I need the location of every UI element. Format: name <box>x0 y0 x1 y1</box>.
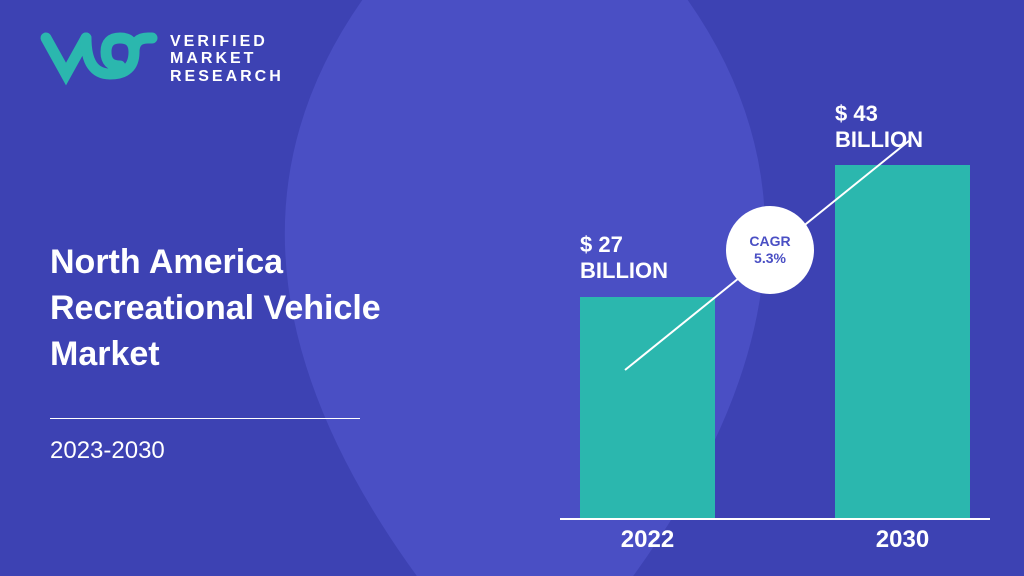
title-line1: North America <box>50 240 381 286</box>
title-block: North America Recreational Vehicle Marke… <box>50 240 381 465</box>
brand-logo: VERIFIED MARKET RESEARCH <box>38 30 284 88</box>
logo-mark-icon <box>38 30 158 88</box>
logo-line1: VERIFIED <box>170 33 284 51</box>
title-line2: Recreational Vehicle <box>50 286 381 332</box>
bar-2030-category: 2030 <box>835 526 970 554</box>
logo-line2: MARKET <box>170 50 284 68</box>
infographic-canvas: VERIFIED MARKET RESEARCH North America R… <box>0 0 1024 576</box>
cagr-badge: CAGR 5.3% <box>726 206 814 294</box>
cagr-label: CAGR <box>749 233 790 250</box>
bar-2022-category: 2022 <box>580 526 715 554</box>
logo-text: VERIFIED MARKET RESEARCH <box>170 33 284 86</box>
forecast-period: 2023-2030 <box>50 437 381 465</box>
logo-line3: RESEARCH <box>170 68 284 86</box>
title-line3: Market <box>50 332 381 378</box>
cagr-value: 5.3% <box>754 250 786 267</box>
bar-chart: $ 27 BILLION 2022 $ 43 BILLION 2030 CAGR… <box>560 50 990 520</box>
divider-line <box>50 418 360 419</box>
market-title: North America Recreational Vehicle Marke… <box>50 240 381 378</box>
